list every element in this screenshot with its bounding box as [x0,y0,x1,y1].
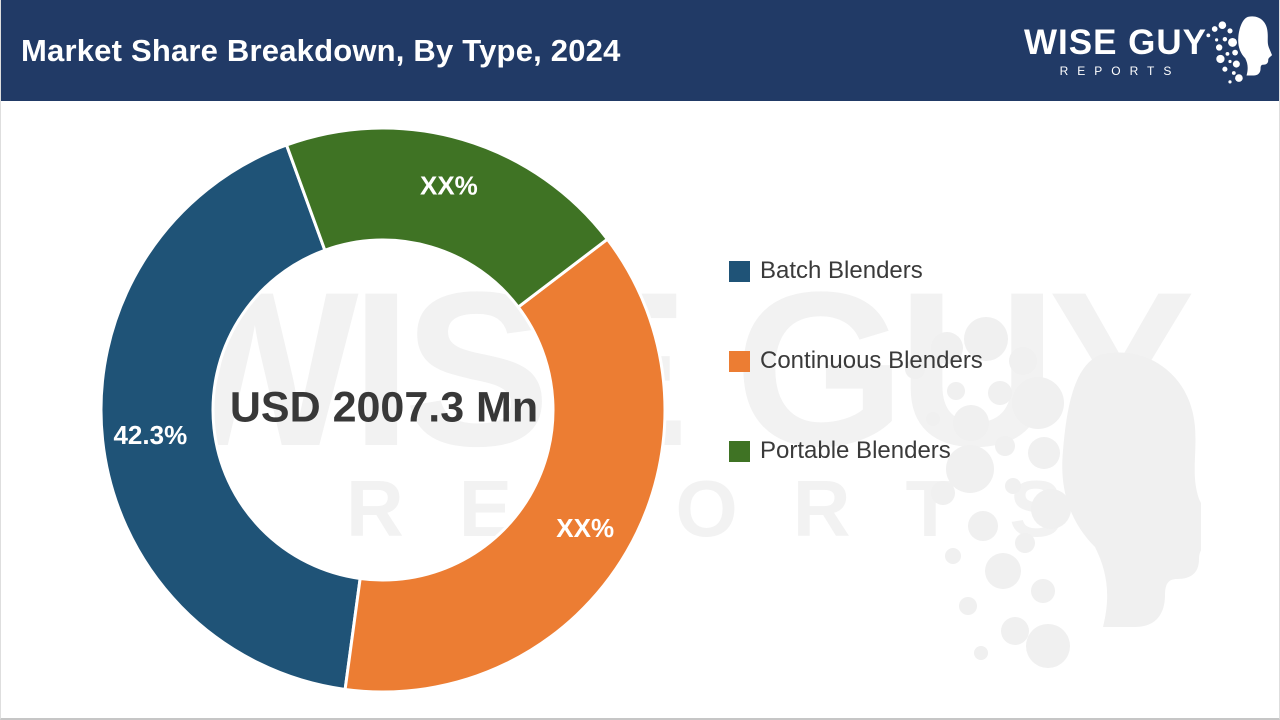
donut-labels: 42.3% XX% XX% [113,170,614,542]
chart-center-total: USD 2007.3 Mn [229,383,539,432]
brand-logo: WISE GUY REPORTS [1024,8,1273,94]
brand-dots-head-icon [1206,15,1273,83]
legend-label: Continuous Blenders [760,347,983,374]
slice-batch-blenders [99,143,362,692]
slice-portable-blenders [284,126,610,310]
legend-label: Batch Blenders [760,257,923,284]
header-bar: Market Share Breakdown, By Type, 2024 WI… [1,0,1279,101]
legend-swatch-continuous-blenders [729,350,750,372]
brand-wordmark: WISE GUY [1023,22,1207,62]
legend-label: Portable Blenders [760,437,951,464]
legend-item-batch-blenders: Batch Blenders [729,257,983,285]
legend-item-portable-blenders: Portable Blenders [729,437,983,465]
slice-value-label-batch-blenders: 42.3% [113,420,187,450]
brand-reports-text: REPORTS [1059,63,1181,78]
legend-swatch-portable-blenders [729,440,750,462]
slice-value-label-continuous-blenders: XX% [556,513,614,543]
legend-item-continuous-blenders: Continuous Blenders [729,347,983,375]
brand-logo-text: WISE GUY REPORTS [1024,25,1207,77]
slice-value-label-portable-blenders: XX% [420,170,478,200]
chart-legend: Batch Blenders Continuous Blenders Porta… [729,257,983,527]
donut-slices [99,126,667,694]
slice-continuous-blenders [343,237,667,694]
legend-swatch-batch-blenders [729,260,750,282]
page-title: Market Share Breakdown, By Type, 2024 [21,32,621,68]
